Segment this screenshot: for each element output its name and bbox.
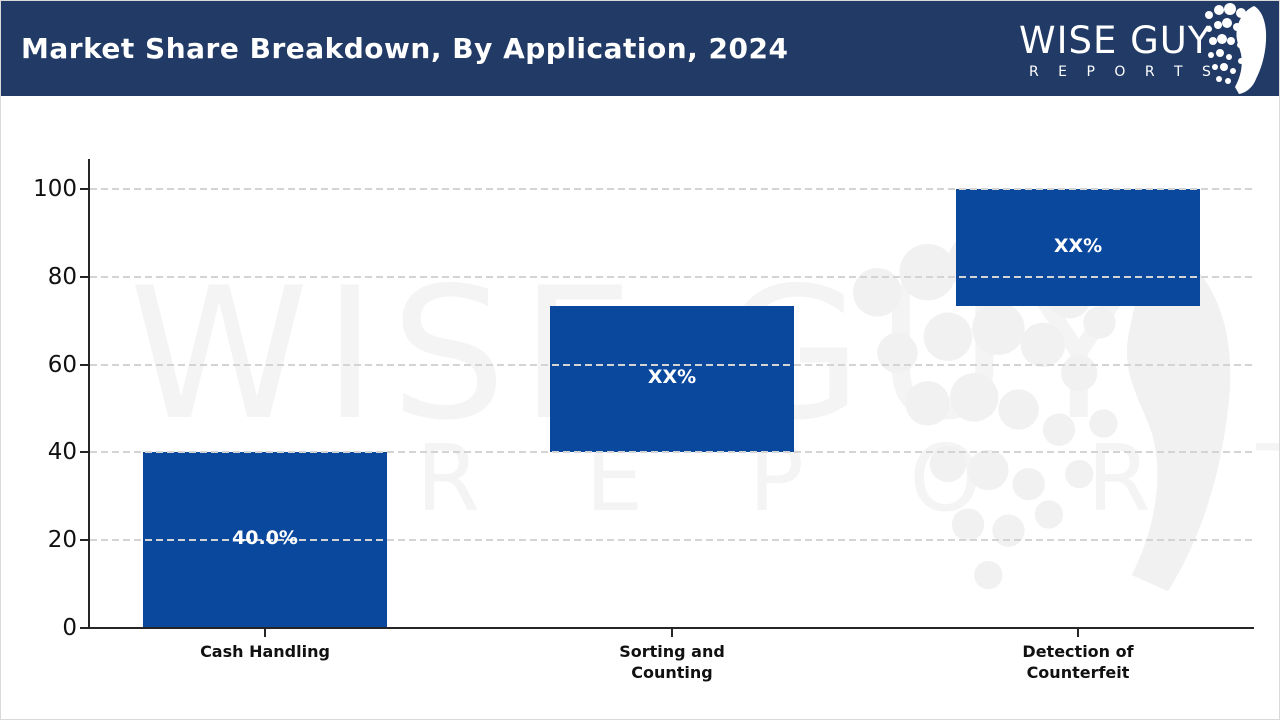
x-tick-2 bbox=[671, 629, 673, 637]
page-title: Market Share Breakdown, By Application, … bbox=[21, 32, 789, 65]
y-tick-label-40: 40 bbox=[47, 439, 77, 466]
bar-2[interactable] bbox=[550, 306, 794, 453]
category-label-3: Detection of Counterfeit bbox=[1022, 642, 1134, 682]
x-tick-3 bbox=[1077, 629, 1079, 637]
x-tick-1 bbox=[264, 629, 266, 637]
y-tick-100 bbox=[80, 188, 88, 190]
y-tick-80 bbox=[80, 275, 88, 278]
logo-wordmark-text: WISE GUY bbox=[1019, 19, 1211, 62]
category-label-2: Sorting and Counting bbox=[619, 642, 725, 682]
y-tick-20 bbox=[80, 539, 88, 542]
bar-value-label-2: XX% bbox=[647, 366, 697, 389]
y-tick-label-80: 80 bbox=[47, 263, 77, 290]
y-axis-line bbox=[88, 159, 90, 629]
gridline-100 bbox=[90, 188, 1254, 190]
header-bar: Market Share Breakdown, By Application, … bbox=[1, 1, 1279, 96]
y-tick-60 bbox=[80, 363, 88, 366]
y-tick-40 bbox=[80, 451, 88, 454]
bar-value-label-3: XX% bbox=[1053, 234, 1103, 257]
y-tick-0 bbox=[80, 627, 88, 629]
x-axis-line bbox=[88, 627, 1254, 629]
bar-value-label-1: 40.0% bbox=[232, 527, 298, 550]
gridline-80 bbox=[90, 275, 1254, 278]
gridline-20 bbox=[90, 539, 1254, 542]
y-tick-label-0: 0 bbox=[62, 615, 77, 641]
y-tick-label-60: 60 bbox=[47, 351, 77, 378]
y-tick-label-100: 100 bbox=[33, 176, 77, 202]
logo-subline-text: R E P O R T S bbox=[1029, 64, 1218, 80]
bar-3[interactable] bbox=[956, 189, 1200, 307]
category-label-1: Cash Handling bbox=[200, 642, 330, 661]
y-tick-label-20: 20 bbox=[47, 527, 77, 554]
logo-dotted-head-icon bbox=[1205, 3, 1267, 94]
gridline-40 bbox=[90, 451, 1254, 454]
brand-logo: WISE GUY R E P O R T S bbox=[1019, 3, 1267, 94]
gridline-60 bbox=[90, 363, 1254, 366]
